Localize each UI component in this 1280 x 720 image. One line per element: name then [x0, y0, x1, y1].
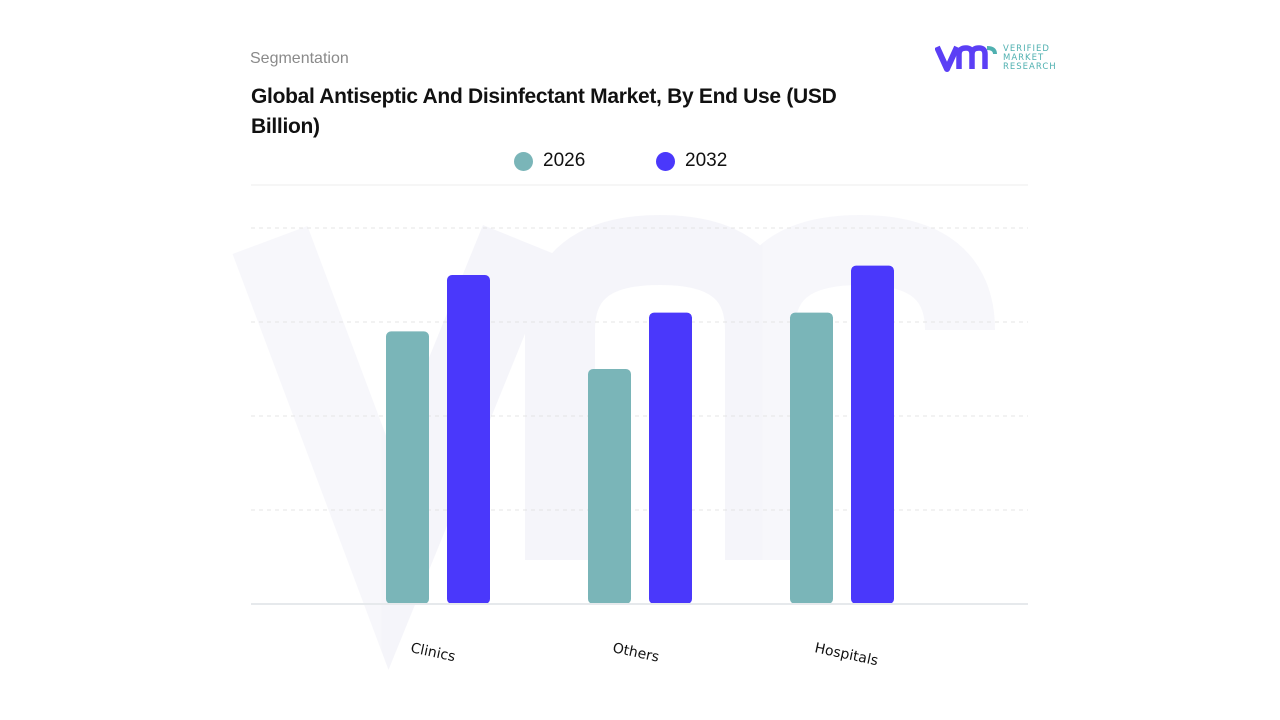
vmr-logo-mark-icon: [935, 45, 997, 72]
x-tick-label: Hospitals: [813, 640, 879, 669]
bar-others-2032[interactable]: [649, 312, 692, 604]
bar-clinics-2026[interactable]: [386, 331, 429, 604]
bar-hospitals-2026[interactable]: [790, 312, 833, 604]
legend-swatch-2026: [514, 151, 533, 171]
section-label: Segmentation: [250, 50, 349, 67]
legend-item-2026[interactable]: 2026: [514, 150, 585, 172]
legend-swatch-2032: [656, 151, 675, 171]
vmr-logo: VERIFIED MARKET RESEARCH: [935, 44, 1057, 72]
bar-others-2026[interactable]: [588, 369, 631, 604]
bar-clinics-2032[interactable]: [447, 275, 490, 604]
bar-hospitals-2032[interactable]: [851, 265, 894, 604]
chart-title: Global Antiseptic And Disinfectant Marke…: [251, 85, 837, 138]
logo-text: VERIFIED MARKET RESEARCH: [1003, 43, 1057, 72]
x-tick-label: Clinics: [409, 640, 457, 665]
legend-label: 2032: [685, 150, 728, 171]
legend-label: 2026: [543, 150, 586, 171]
x-tick-label: Others: [611, 640, 660, 665]
legend-item-2032[interactable]: 2032: [656, 150, 727, 172]
